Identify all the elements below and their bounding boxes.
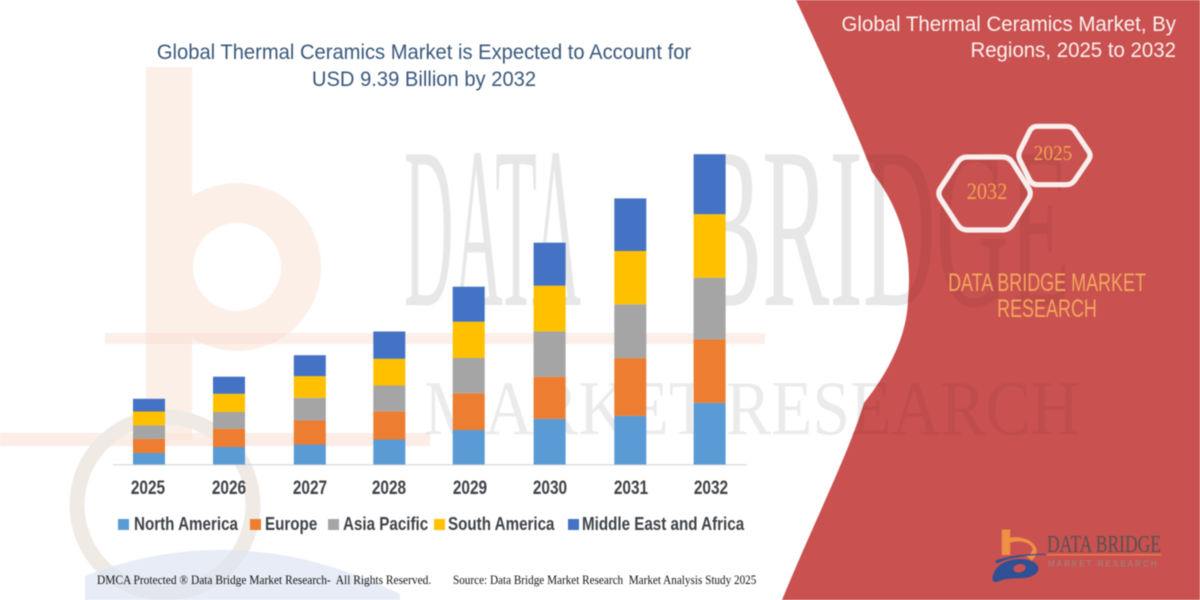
svg-text:MARKET RESEARCH: MARKET RESEARCH xyxy=(1048,560,1159,569)
svg-text:DATA BRIDGE: DATA BRIDGE xyxy=(1047,532,1161,558)
